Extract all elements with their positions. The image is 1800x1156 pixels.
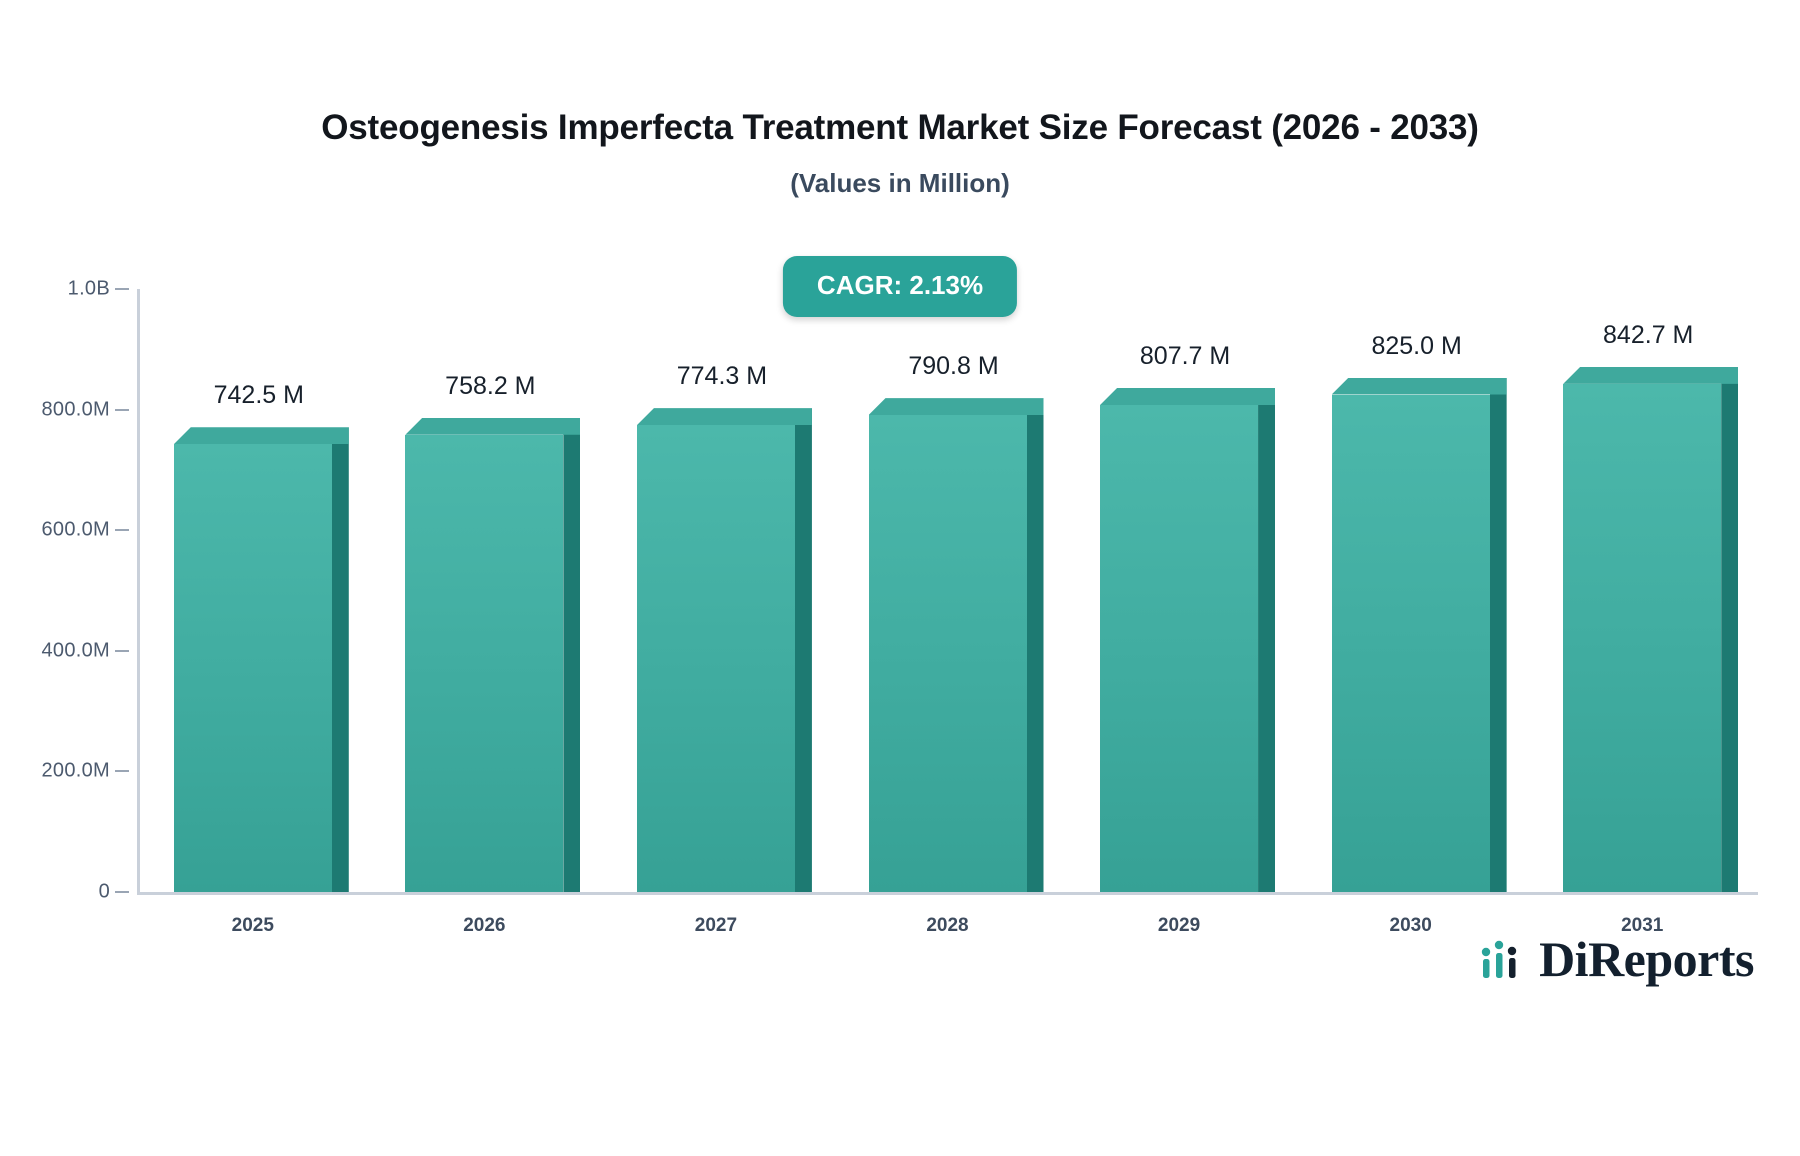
y-axis-tick-mark <box>115 288 129 290</box>
y-axis-tick-label: 0 <box>98 880 110 903</box>
bar-top-face <box>1331 377 1507 395</box>
bar-value-label: 758.2 M <box>445 371 536 400</box>
bar-top-face <box>1100 387 1276 405</box>
x-axis-tick-label: 2027 <box>694 915 738 936</box>
chart-subtitle: (Values in Million) <box>790 168 1010 198</box>
bar[interactable] <box>1100 404 1259 892</box>
y-axis-tick-label: 800.0M <box>41 398 110 421</box>
y-axis-tick-label: 1.0B <box>67 277 110 300</box>
bar-side-face <box>1721 366 1739 892</box>
bar-top-face <box>173 427 349 445</box>
bar-side-face <box>331 427 349 892</box>
bar-value-label: 825.0 M <box>1371 331 1462 360</box>
bar-value-label: 790.8 M <box>908 352 999 381</box>
y-axis-tick-mark <box>115 649 129 652</box>
x-axis-line <box>137 892 1758 895</box>
brand-logo: DiReports <box>1479 934 1754 984</box>
y-axis-tick-label: 200.0M <box>41 759 110 782</box>
bar-top-face <box>1563 366 1739 384</box>
bar[interactable] <box>1563 383 1722 892</box>
bar[interactable] <box>868 415 1027 892</box>
page-title: Osteogenesis Imperfecta Treatment Market… <box>321 108 1479 147</box>
bar-top-face <box>405 417 581 435</box>
bar-side-face <box>794 408 812 892</box>
x-axis-tick-label: 2029 <box>1157 915 1201 936</box>
bar-side-face <box>1026 398 1044 892</box>
bar-value-label: 774.3 M <box>676 362 768 391</box>
y-axis-tick-mark <box>115 529 129 532</box>
bar[interactable] <box>636 425 795 892</box>
y-axis-tick-mark <box>115 770 129 773</box>
x-axis-tick-label: 2030 <box>1389 915 1432 936</box>
bar-value-label: 742.5 M <box>213 381 304 410</box>
cagr-badge: CAGR: 2.13% <box>782 256 1018 317</box>
x-axis-tick-label: 2028 <box>926 915 969 936</box>
logo-wordmark: DiReports <box>1539 931 1754 987</box>
x-axis-tick-label: 2026 <box>463 915 506 936</box>
bar[interactable] <box>1331 394 1490 892</box>
bar-top-face <box>868 398 1044 416</box>
y-axis-tick-label: 600.0M <box>41 518 110 541</box>
bar-side-face <box>1258 387 1276 892</box>
bar[interactable] <box>405 434 564 892</box>
bar-value-label: 842.7 M <box>1603 320 1694 349</box>
bar[interactable] <box>173 444 332 892</box>
x-axis-tick-label: 2025 <box>231 915 274 936</box>
y-axis-tick-mark <box>115 408 129 411</box>
bar-side-face <box>1489 377 1507 892</box>
bar-chart-icon <box>1481 940 1517 978</box>
bar-value-label: 807.7 M <box>1139 341 1231 370</box>
y-axis-tick-label: 400.0M <box>41 639 110 662</box>
y-axis-line <box>137 289 140 894</box>
bar-side-face <box>563 417 581 892</box>
y-axis-tick-mark <box>115 891 129 893</box>
x-axis-tick-label: 2031 <box>1621 915 1664 936</box>
bar-top-face <box>636 408 812 426</box>
